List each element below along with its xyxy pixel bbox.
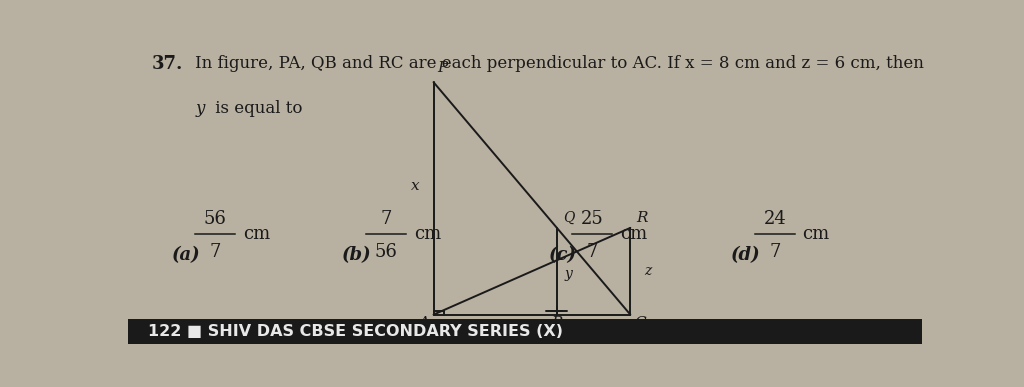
Text: 7: 7	[210, 243, 221, 261]
Text: B: B	[551, 316, 562, 330]
Text: (b): (b)	[342, 246, 372, 264]
Text: y: y	[196, 100, 205, 117]
Text: 56: 56	[375, 243, 397, 261]
Text: cm: cm	[803, 225, 829, 243]
Text: 25: 25	[581, 210, 603, 228]
Text: R: R	[637, 211, 648, 226]
Text: (a): (a)	[172, 246, 201, 264]
Text: is equal to: is equal to	[210, 100, 302, 117]
Text: 122 ■ SHIV DAS CBSE SECONDARY SERIES (X): 122 ■ SHIV DAS CBSE SECONDARY SERIES (X)	[147, 324, 563, 339]
Text: 7: 7	[380, 210, 391, 228]
Text: P: P	[437, 61, 447, 75]
Text: x: x	[411, 180, 419, 194]
Text: C: C	[634, 316, 646, 330]
Text: cm: cm	[621, 225, 647, 243]
Text: 37.: 37.	[152, 55, 183, 74]
Bar	[128, 319, 922, 344]
Text: 24: 24	[764, 210, 786, 228]
Text: In figure, PA, QB and RC are each perpendicular to AC. If x = 8 cm and z = 6 cm,: In figure, PA, QB and RC are each perpen…	[196, 55, 925, 72]
Text: (c): (c)	[549, 246, 577, 264]
Text: 7: 7	[587, 243, 598, 261]
Text: cm: cm	[243, 225, 270, 243]
Text: cm: cm	[414, 225, 441, 243]
Text: Q: Q	[563, 211, 574, 225]
Text: z: z	[645, 264, 652, 278]
Text: 56: 56	[204, 210, 226, 228]
Text: (d): (d)	[731, 246, 761, 264]
Text: 7: 7	[769, 243, 780, 261]
Text: y: y	[564, 267, 572, 281]
Text: A: A	[419, 316, 430, 330]
